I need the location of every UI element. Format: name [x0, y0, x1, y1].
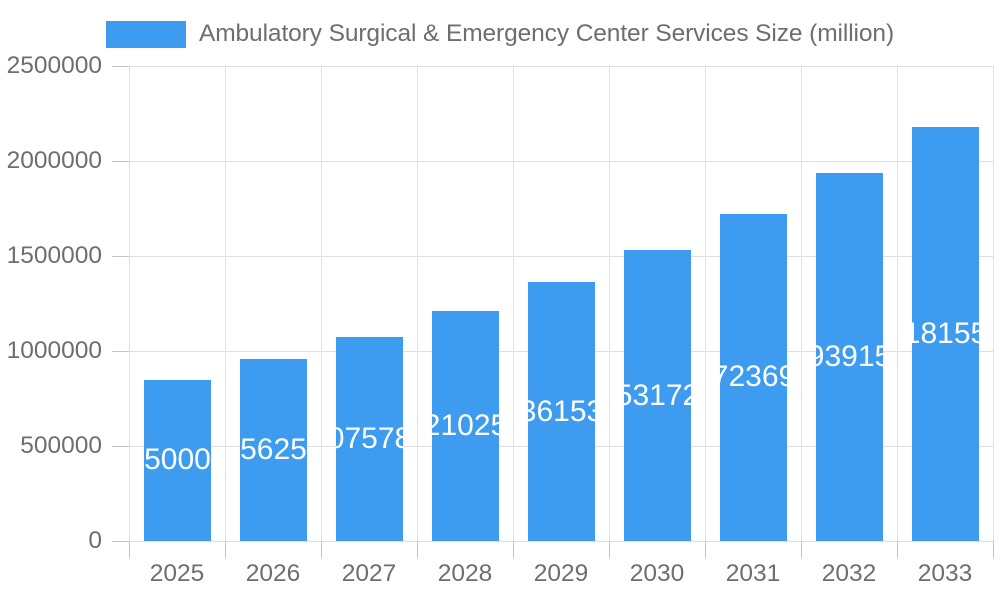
y-axis-tick-label: 0 — [88, 527, 102, 554]
x-axis-tick — [417, 541, 418, 558]
y-axis-tick-label: 2000000 — [6, 147, 102, 174]
bar-data-label-clip: 1531728 — [624, 250, 691, 541]
chart-legend: Ambulatory Surgical & Emergency Center S… — [0, 14, 1000, 54]
x-axis-tick — [801, 541, 802, 558]
gridline-vertical — [321, 66, 322, 541]
bar-data-label-clip: 1210254 — [432, 311, 499, 541]
x-axis-tick-label: 2031 — [725, 560, 781, 587]
bar-data-label: 1075781 — [336, 421, 403, 455]
bar-data-label-clip: 1723694 — [720, 214, 787, 542]
gridline-vertical — [609, 66, 610, 541]
gridline-horizontal — [129, 256, 993, 257]
gridline-vertical — [225, 66, 226, 541]
bar-data-label: 1723694 — [720, 360, 787, 394]
x-axis-tick-label: 2026 — [245, 560, 301, 587]
bar[interactable] — [816, 172, 883, 541]
x-axis-tick-label: 2025 — [149, 560, 205, 587]
bar[interactable] — [240, 359, 307, 541]
plot-area: 850000 956250 1075781 1210254 1361536 1531728… — [129, 66, 994, 542]
bar-data-label-clip: 2181551 — [912, 127, 979, 541]
y-axis-tick — [112, 161, 129, 162]
x-axis-tick-label: 2029 — [533, 560, 589, 587]
x-axis-tick — [993, 541, 994, 558]
gridline-vertical — [417, 66, 418, 541]
x-axis-tick — [897, 541, 898, 558]
y-axis-tick — [112, 66, 129, 67]
bar-data-label: 1939156 — [816, 339, 883, 373]
bar-data-label: 1210254 — [432, 409, 499, 443]
gridline-horizontal — [129, 541, 993, 542]
bar[interactable] — [432, 311, 499, 541]
bar-data-label-clip: 850000 — [144, 380, 211, 542]
gridline-vertical — [705, 66, 706, 541]
x-axis-tick-label: 2030 — [629, 560, 685, 587]
x-axis-tick-label: 2028 — [437, 560, 493, 587]
bar-data-label: 1361536 — [528, 394, 595, 428]
bar[interactable] — [624, 249, 691, 541]
bar-data-label: 1531728 — [624, 378, 691, 412]
x-axis-tick-label: 2033 — [917, 560, 973, 587]
gridline-vertical — [801, 66, 802, 541]
x-axis-tick-label: 2027 — [341, 560, 397, 587]
y-axis-tick-label: 2500000 — [6, 52, 102, 79]
y-axis-tick-label: 1000000 — [6, 337, 102, 364]
gridline-horizontal — [129, 66, 993, 67]
y-axis-tick — [112, 541, 129, 542]
bar[interactable] — [720, 213, 787, 541]
x-axis-tick-label: 2032 — [821, 560, 877, 587]
bar-data-label: 956250 — [240, 433, 307, 467]
legend-label: Ambulatory Surgical & Emergency Center S… — [198, 20, 895, 47]
x-axis-tick — [129, 541, 130, 558]
bar[interactable] — [144, 379, 211, 541]
x-axis-tick — [609, 541, 610, 558]
gridline-vertical — [513, 66, 514, 541]
bar-data-label-clip: 1075781 — [336, 337, 403, 541]
x-axis-tick — [705, 541, 706, 558]
bar-data-label-clip: 1361536 — [528, 282, 595, 541]
y-axis-tick-label: 500000 — [20, 432, 102, 459]
y-axis-tick — [112, 446, 129, 447]
bar-data-label: 2181551 — [912, 316, 979, 350]
x-axis-tick — [321, 541, 322, 558]
bar-data-label: 850000 — [144, 443, 211, 477]
bar-data-label-clip: 956250 — [240, 359, 307, 541]
legend-color-swatch — [105, 20, 186, 48]
x-axis-tick — [225, 541, 226, 558]
gridline-vertical — [993, 66, 994, 541]
bar[interactable] — [912, 126, 979, 541]
y-axis-tick — [112, 351, 129, 352]
gridline-vertical — [897, 66, 898, 541]
gridline-horizontal — [129, 161, 993, 162]
bar-data-label-clip: 1939156 — [816, 173, 883, 541]
bar[interactable] — [528, 282, 595, 541]
x-axis-tick — [513, 541, 514, 558]
y-axis-tick-label: 1500000 — [6, 242, 102, 269]
bar[interactable] — [336, 336, 403, 541]
gridline-vertical — [129, 66, 130, 541]
y-axis-tick — [112, 256, 129, 257]
